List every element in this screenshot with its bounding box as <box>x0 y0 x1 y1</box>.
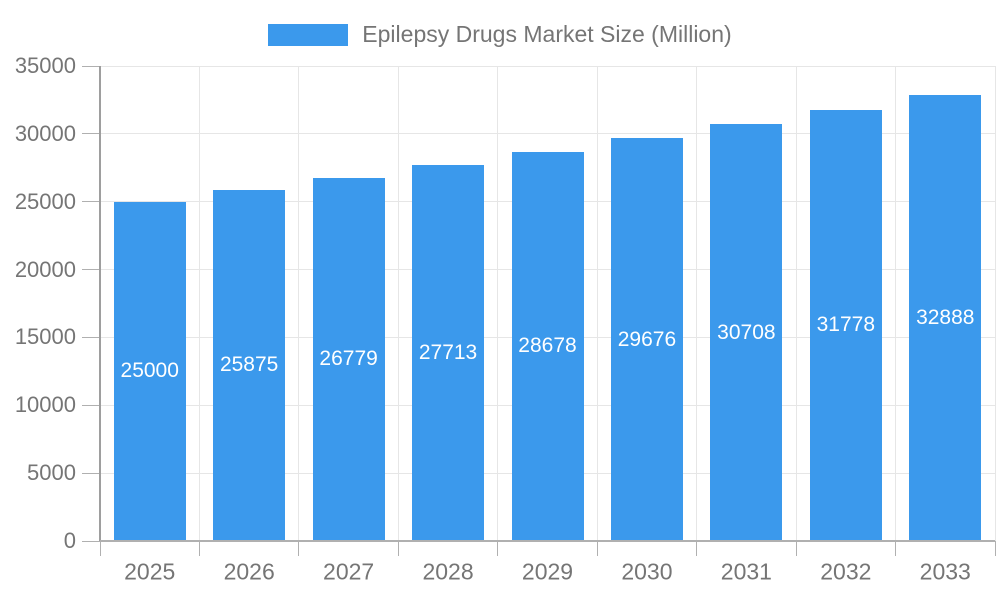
bar-value-label: 28678 <box>518 334 577 358</box>
x-axis-tick <box>198 541 200 556</box>
gridline-vertical <box>298 66 300 541</box>
y-axis-label: 15000 <box>14 324 76 350</box>
gridline-vertical <box>994 66 996 541</box>
gridline-vertical <box>895 66 897 541</box>
y-axis-label: 25000 <box>14 188 76 214</box>
x-axis-label: 2030 <box>621 558 673 585</box>
bar[interactable] <box>710 124 783 541</box>
x-axis-tick <box>99 541 101 556</box>
bar-value-label: 30708 <box>717 320 776 344</box>
y-axis-tick <box>82 269 100 271</box>
x-axis-tick <box>298 541 300 556</box>
x-axis-label: 2026 <box>223 558 275 585</box>
bar[interactable] <box>113 201 186 541</box>
x-axis-tick <box>497 541 499 556</box>
x-axis-tick <box>795 541 797 556</box>
legend-label: Epilepsy Drugs Market Size (Million) <box>362 21 732 47</box>
bar-value-label: 27713 <box>418 340 478 364</box>
y-axis-tick <box>82 336 100 338</box>
x-axis-label: 2033 <box>919 558 971 585</box>
gridline-horizontal <box>100 65 995 67</box>
bar-value-label: 29676 <box>617 327 677 351</box>
bar[interactable] <box>213 189 286 541</box>
bar-value-label: 26779 <box>319 347 378 371</box>
bar[interactable] <box>610 138 683 541</box>
bar-value-label: 25875 <box>219 353 279 377</box>
bar-value-label: 31778 <box>816 313 876 337</box>
y-axis-line <box>99 66 101 541</box>
y-axis-tick <box>82 201 100 203</box>
y-axis-label: 5000 <box>27 460 76 486</box>
y-axis-tick <box>82 65 100 67</box>
x-axis-label: 2032 <box>820 558 872 585</box>
gridline-vertical <box>198 66 200 541</box>
bar-value-label: 25000 <box>120 359 179 383</box>
legend[interactable]: Epilepsy Drugs Market Size (Million) <box>0 21 1000 48</box>
x-axis-label: 2025 <box>124 558 176 585</box>
y-axis-tick <box>82 133 100 135</box>
bar[interactable] <box>511 151 584 541</box>
x-axis-tick <box>696 541 698 556</box>
x-axis-label: 2029 <box>521 558 574 585</box>
gridline-vertical <box>497 66 499 541</box>
gridline-horizontal <box>100 133 995 135</box>
y-axis-label: 35000 <box>14 53 76 78</box>
x-axis-label: 2031 <box>720 558 772 585</box>
x-axis-tick <box>397 541 399 556</box>
y-axis-label: 10000 <box>14 392 76 418</box>
gridline-vertical <box>596 66 598 541</box>
bar[interactable] <box>909 94 982 541</box>
gridline-vertical <box>696 66 698 541</box>
bar[interactable] <box>312 177 385 541</box>
y-axis-label: 20000 <box>14 256 76 282</box>
gridline-vertical <box>795 66 797 541</box>
x-axis-line <box>100 540 995 542</box>
x-axis-tick <box>895 541 897 556</box>
y-axis-tick <box>82 540 100 542</box>
x-axis-label: 2028 <box>422 558 474 585</box>
bar-value-label: 32888 <box>916 305 975 329</box>
y-axis-label: 30000 <box>14 120 76 146</box>
bar[interactable] <box>809 109 882 541</box>
gridline-vertical <box>397 66 399 541</box>
bar[interactable] <box>412 164 485 541</box>
legend-swatch <box>268 23 349 46</box>
y-axis-tick <box>82 472 100 474</box>
y-axis-label: 0 <box>63 528 76 553</box>
x-axis-tick <box>596 541 598 556</box>
x-axis-label: 2027 <box>323 558 375 585</box>
y-axis-tick <box>82 404 100 406</box>
x-axis-tick <box>994 541 996 556</box>
